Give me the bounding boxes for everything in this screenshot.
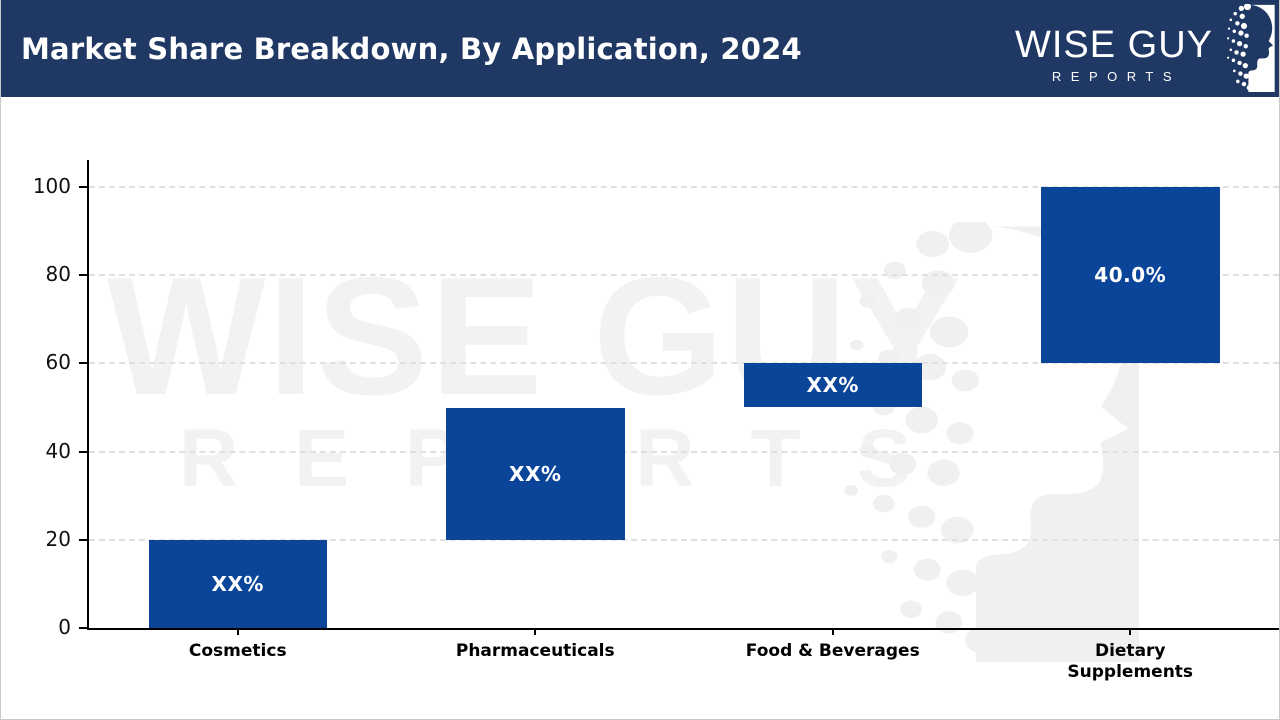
gridline-y-20 xyxy=(89,538,1279,541)
brand-logo-name: WISE GUY xyxy=(1014,24,1213,66)
chart-title: Market Share Breakdown, By Application, … xyxy=(21,31,802,66)
plot-area: 0 20 40 60 80 100 XX% Cosmetics XX% Pharmaceutica… xyxy=(33,160,1279,682)
gridline-y-100 xyxy=(89,186,1279,188)
x-axis-label-line: Cosmetics xyxy=(188,641,287,661)
x-axis-label-dietary-supplements: Dietary Supplements xyxy=(1020,641,1240,684)
header-bar: Market Share Breakdown, By Application, … xyxy=(1,0,1279,97)
x-axis-label-line: Dietary xyxy=(1094,641,1166,661)
x-axis-label-cosmetics: Cosmetics xyxy=(128,641,348,662)
gridline-y-60 xyxy=(89,362,1279,365)
y-axis-tick-100 xyxy=(79,186,87,188)
gridline-y-40 xyxy=(89,450,1279,453)
y-axis-tick-60 xyxy=(79,362,87,365)
bar-value-label-cosmetics: XX% xyxy=(211,571,264,596)
y-axis-tick-80 xyxy=(79,274,87,277)
brand-logo-text: WISE GUY REPORTS xyxy=(1015,26,1213,84)
bar-dietary-supplements: 40.0% xyxy=(1041,187,1220,364)
y-axis-tick-0 xyxy=(79,627,87,629)
x-axis-label-line: Pharmaceuticals xyxy=(455,641,615,661)
x-axis-label-line: Supplements xyxy=(1067,662,1194,683)
brand-logo: WISE GUY REPORTS xyxy=(1015,4,1275,94)
x-axis-tick-dietary-supplements xyxy=(1129,628,1132,635)
x-axis-label-pharmaceuticals: Pharmaceuticals xyxy=(425,641,645,662)
x-axis-label-line: Food & Beverages xyxy=(745,641,920,661)
brand-logo-subname: REPORTS xyxy=(1051,69,1182,84)
x-axis-label-food-beverages: Food & Beverages xyxy=(723,641,943,662)
gridline-y-80 xyxy=(89,274,1279,277)
bar-value-label-food-beverages: XX% xyxy=(806,373,859,398)
y-axis-tick-label-40: 40 xyxy=(45,438,71,463)
brand-face-icon xyxy=(1213,4,1275,97)
y-axis-tick-20 xyxy=(79,538,87,541)
x-axis-tick-food-beverages xyxy=(831,628,834,635)
y-axis-tick-label-20: 20 xyxy=(45,526,71,551)
bar-pharmaceuticals: XX% xyxy=(446,407,625,540)
y-axis-tick-label-80: 80 xyxy=(45,262,71,287)
x-axis-tick-cosmetics xyxy=(236,628,239,635)
y-axis-tick-label-0: 0 xyxy=(58,615,71,639)
y-axis-tick-label-100: 100 xyxy=(32,174,71,198)
bar-value-label-pharmaceuticals: XX% xyxy=(509,461,562,486)
y-axis-tick-40 xyxy=(79,450,87,453)
bar-cosmetics: XX% xyxy=(148,539,327,628)
y-axis-tick-label-60: 60 xyxy=(45,350,71,375)
bar-food-beverages: XX% xyxy=(743,363,922,408)
x-axis-tick-pharmaceuticals xyxy=(534,628,537,635)
bar-value-label-dietary-supplements: 40.0% xyxy=(1094,263,1167,288)
